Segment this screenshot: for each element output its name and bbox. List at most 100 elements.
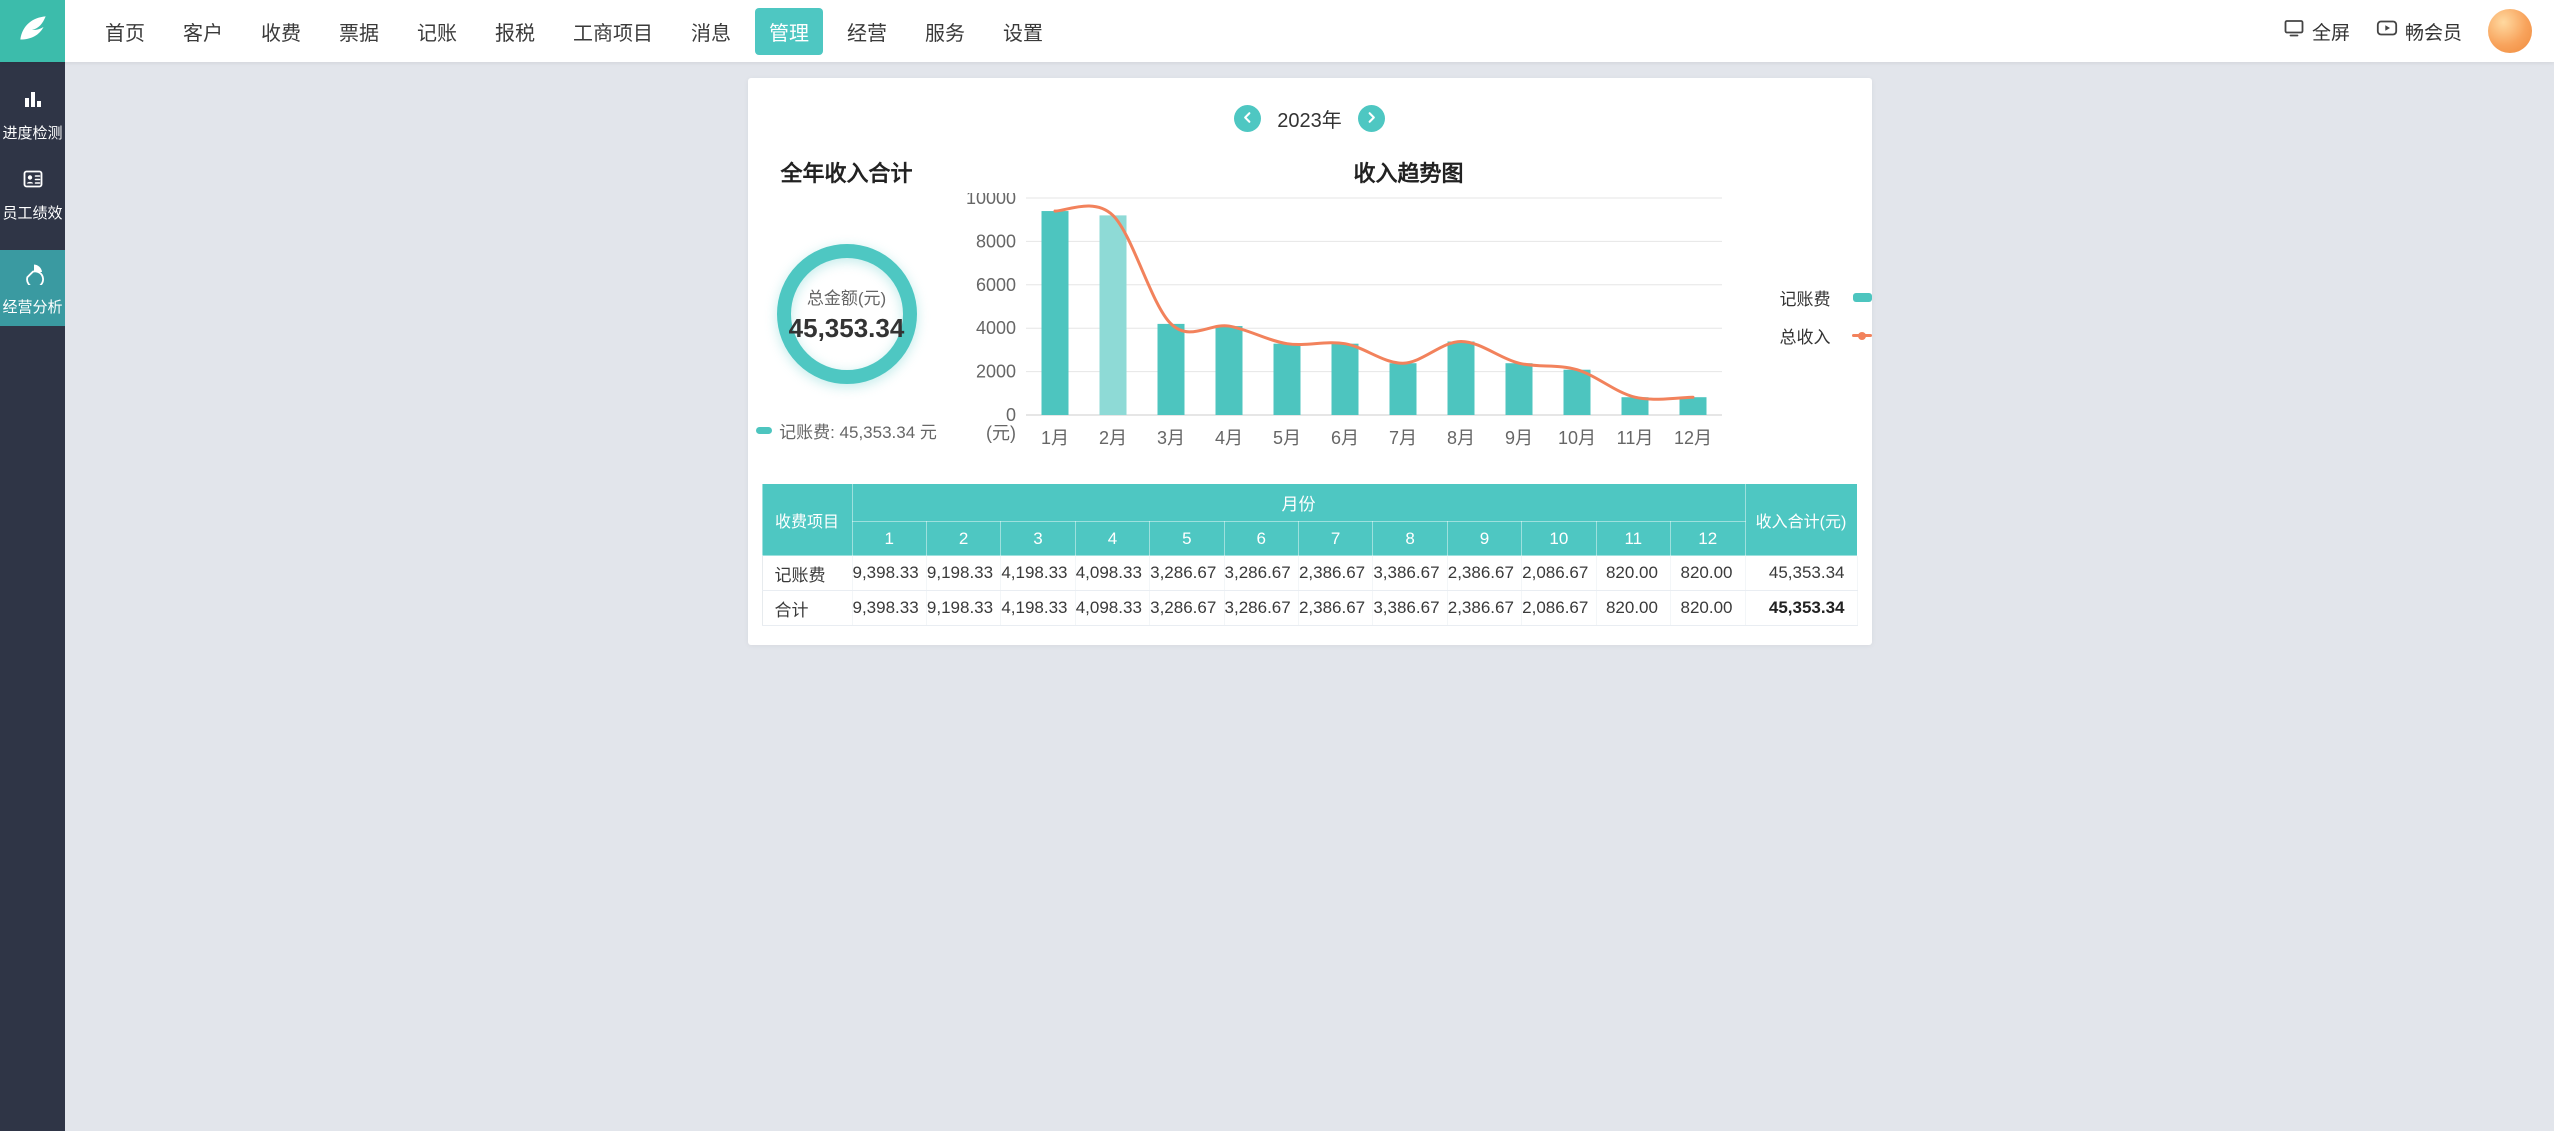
sidebar-item-employee-performance[interactable]: 员工绩效 (0, 156, 65, 232)
value-cell: 9,198.33 (926, 590, 1002, 626)
value-cell: 3,286.67 (1224, 590, 1299, 626)
value-cell: 820.00 (1670, 590, 1746, 626)
month-col-header: 2 (925, 521, 1002, 556)
nav-item-bookkeeping[interactable]: 记账 (417, 22, 457, 45)
chart-legend: 记账费 总收入 (1780, 285, 1872, 455)
value-cell: 2,086.67 (1521, 555, 1597, 591)
month-col-header: 8 (1372, 521, 1448, 556)
table-row: 记账费 9,398.33 9,198.33 4,198.33 4,098.33 3,286… (762, 555, 1858, 591)
month-col-header: 6 (1223, 521, 1299, 556)
donut-legend[interactable]: 记账费: 45,353.34 元 (756, 418, 937, 443)
main-content: 2023年 全年收入合计 总金额(元) (65, 62, 2554, 1131)
year-label: 2023年 (1277, 110, 1342, 132)
user-avatar[interactable] (2488, 9, 2532, 53)
row-label-cell: 合计 (762, 590, 853, 626)
next-year-button[interactable] (1357, 105, 1385, 132)
analysis-card: 2023年 全年收入合计 总金额(元) (747, 78, 1872, 645)
donut-ring (776, 244, 917, 384)
svg-text:11月: 11月 (1616, 428, 1653, 448)
total-cell: 45,353.34 (1745, 555, 1858, 591)
month-banner-header: 月份 (851, 483, 1746, 522)
member-button[interactable]: 畅会员 (2376, 17, 2462, 45)
svg-text:6月: 6月 (1330, 428, 1358, 448)
total-cell: 45,353.34 (1745, 590, 1858, 626)
nav-item-management[interactable]: 管理 (755, 7, 823, 55)
svg-text:10月: 10月 (1557, 428, 1595, 448)
sidebar-item-progress-monitor[interactable]: 进度检测 (0, 76, 65, 152)
legend-label: 记账费 (1779, 290, 1831, 309)
month-col-header: 11 (1595, 521, 1671, 556)
app-logo[interactable] (0, 0, 65, 62)
svg-text:(元): (元) (986, 423, 1016, 443)
member-video-icon (2376, 17, 2398, 45)
fullscreen-label: 全屏 (2311, 22, 2350, 44)
month-col-header: 3 (1000, 521, 1076, 556)
svg-text:2月: 2月 (1098, 428, 1126, 448)
donut-center: 总金额(元) 45,353.34 (762, 229, 932, 399)
nav-item-customers[interactable]: 客户 (183, 22, 223, 45)
svg-text:7月: 7月 (1388, 428, 1416, 448)
fullscreen-button[interactable]: 全屏 (2283, 17, 2350, 45)
legend-item-bookkeeping-fee[interactable]: 记账费 (1780, 285, 1872, 310)
sidebar-item-label: 经营分析 (2, 299, 63, 316)
value-cell: 2,386.67 (1298, 590, 1374, 626)
svg-text:0: 0 (1005, 405, 1015, 425)
value-cell: 820.00 (1596, 590, 1671, 626)
nav-item-fees[interactable]: 收费 (261, 22, 301, 45)
donut-value: 45,353.34 (788, 313, 905, 343)
value-cell: 4,098.33 (1075, 555, 1151, 591)
legend-item-total-income[interactable]: 总收入 (1780, 323, 1872, 348)
value-cell: 2,386.67 (1447, 555, 1523, 591)
chevron-right-icon (1364, 110, 1379, 128)
income-total-header: 收入合计(元) (1744, 483, 1858, 556)
value-cell: 3,386.67 (1372, 555, 1448, 591)
month-col-header: 7 (1297, 521, 1374, 556)
value-cell: 4,198.33 (1000, 555, 1076, 591)
legend-label: 总收入 (1779, 328, 1831, 347)
svg-text:4000: 4000 (975, 318, 1015, 338)
sidebar: 进度检测 员工绩效 经营分析 (0, 62, 65, 1131)
value-cell: 3,286.67 (1149, 555, 1225, 591)
nav-item-tax[interactable]: 报税 (495, 22, 535, 45)
nav-item-business-projects[interactable]: 工商项目 (573, 22, 653, 45)
nav-item-messages[interactable]: 消息 (691, 22, 731, 45)
topbar-right: 全屏 畅会员 (2283, 9, 2554, 53)
value-cell: 2,386.67 (1298, 555, 1374, 591)
fee-item-header: 收费项目 (761, 483, 853, 556)
nav-item-operations[interactable]: 经营 (847, 22, 887, 45)
value-cell: 2,386.67 (1447, 590, 1523, 626)
bar-series-mark-icon (1852, 293, 1872, 302)
main-nav: 首页 客户 收费 票据 记账 报税 工商项目 消息 管理 经营 服务 设置 (91, 7, 1057, 55)
sidebar-item-business-analysis[interactable]: 经营分析 (0, 250, 65, 326)
bar-chart-icon (21, 87, 45, 116)
topbar: 首页 客户 收费 票据 记账 报税 工商项目 消息 管理 经营 服务 设置 全屏 (0, 0, 2554, 62)
income-trend-chart[interactable]: 0 2000 4000 6000 8000 10000 (元) 1月 2月 3月 4月 5月 6月 7月 8… (946, 193, 1766, 455)
nav-item-home[interactable]: 首页 (105, 22, 145, 45)
donut-legend-text: 记账费: 45,353.34 元 (779, 423, 937, 442)
svg-text:1月: 1月 (1040, 428, 1068, 448)
teal-bar-mark-icon (756, 427, 773, 434)
value-cell: 3,286.67 (1149, 590, 1225, 626)
value-cell: 2,086.67 (1521, 590, 1597, 626)
svg-text:12月: 12月 (1673, 428, 1711, 448)
year-nav: 2023年 (748, 78, 1872, 133)
panels: 全年收入合计 总金额(元) 45,353.34 记账费: 45,353.34 元 (748, 161, 1872, 455)
chevron-left-icon (1240, 110, 1255, 128)
nav-item-services[interactable]: 服务 (925, 22, 965, 45)
member-label: 畅会员 (2404, 22, 2462, 44)
sidebar-item-label: 员工绩效 (2, 205, 63, 222)
svg-text:10000: 10000 (965, 193, 1015, 208)
total-donut[interactable]: 总金额(元) 45,353.34 (762, 229, 932, 399)
prev-year-button[interactable] (1234, 105, 1262, 132)
nav-item-bills[interactable]: 票据 (339, 22, 379, 45)
value-cell: 3,286.67 (1224, 555, 1299, 591)
trend-chart-panel: 收入趋势图 0 2000 4000 6000 8000 10000 (元) 1月 2月 3月 4月 5… (946, 161, 1872, 455)
chart-area: 0 2000 4000 6000 8000 10000 (元) 1月 2月 3月 4月 5月 6月 7月 8… (946, 193, 1872, 455)
sidebar-item-label: 进度检测 (2, 125, 63, 142)
value-cell: 4,098.33 (1075, 590, 1151, 626)
month-col-header: 12 (1669, 521, 1746, 556)
nav-item-settings[interactable]: 设置 (1003, 22, 1043, 45)
month-col-header: 4 (1074, 521, 1151, 556)
badge-icon (21, 167, 45, 196)
